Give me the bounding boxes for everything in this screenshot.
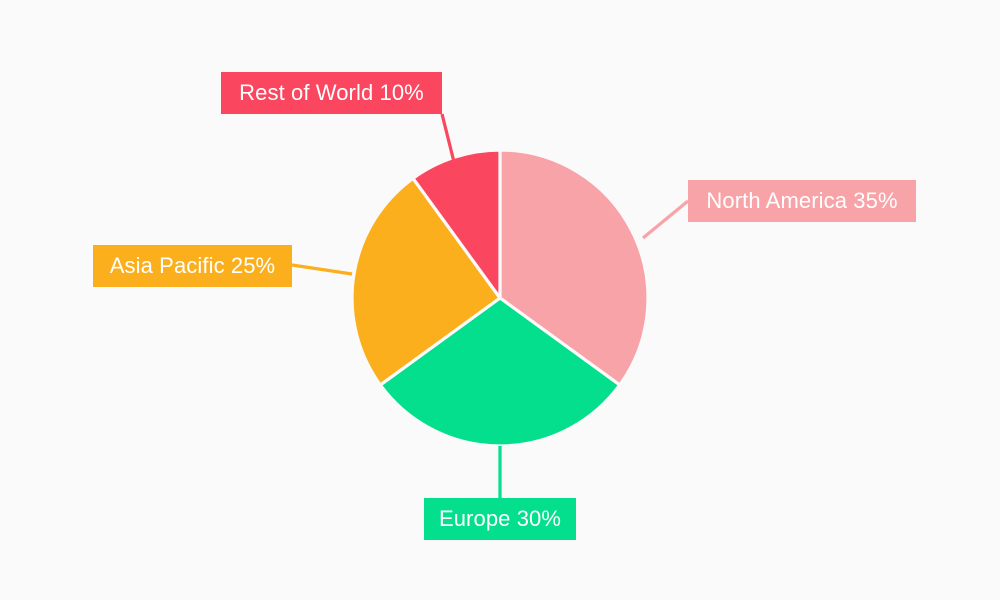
leader-line-north-america [641, 199, 690, 240]
pie-label-rest-of-world[interactable]: Rest of World 10% [221, 72, 442, 114]
pie-label-europe[interactable]: Europe 30% [424, 498, 576, 540]
pie-label-north-america[interactable]: North America 35% [688, 180, 916, 222]
leader-line-asia-pacific [291, 263, 353, 276]
leader-line-rest-of-world [440, 113, 458, 171]
pie-slice-asia-pacific[interactable] [350, 176, 502, 387]
pie-slice-europe[interactable] [378, 296, 622, 448]
pie-label-asia-pacific[interactable]: Asia Pacific 25% [93, 245, 292, 287]
pie-slice-north-america[interactable] [498, 148, 650, 387]
pie-slice-layer [350, 148, 650, 448]
leader-line-layer [291, 113, 690, 498]
